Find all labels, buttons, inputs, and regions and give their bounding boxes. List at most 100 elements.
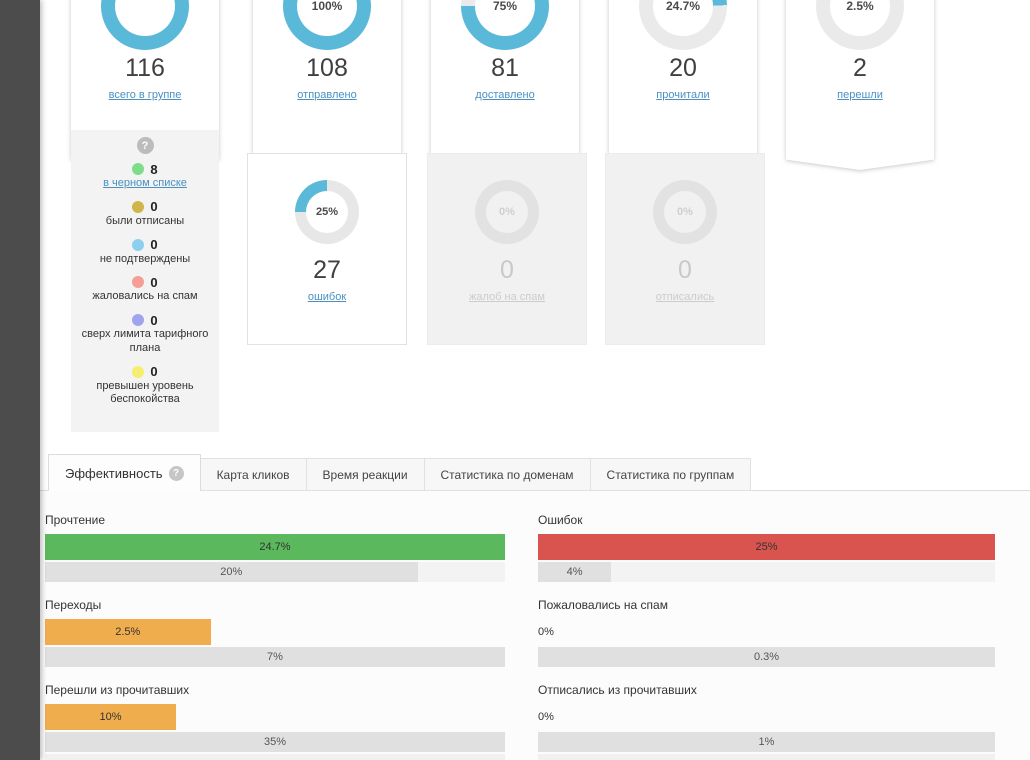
metric-value: 24.7% [259, 541, 291, 553]
stat-card-unsubscribed: 0% 0 отписались [605, 153, 765, 345]
help-icon[interactable]: ? [136, 137, 154, 154]
tab-group-stats[interactable]: Статистика по группам [589, 458, 752, 491]
stat-link[interactable]: перешли [837, 89, 883, 101]
legend-label: сверх лимита тарифного плана [81, 328, 209, 354]
legend-item-blacklist: 8 в черном списке [71, 161, 219, 191]
metric-value: 25% [755, 541, 778, 553]
donut-chart: 0% [653, 180, 717, 244]
metric-read: Прочтение 24.7% 20% [45, 513, 505, 582]
donut-chart: 0% [475, 180, 539, 244]
stat-value: 20 [669, 54, 697, 82]
tab-click-map[interactable]: Карта кликов [199, 458, 307, 491]
metric-avg: 7% [267, 651, 283, 663]
legend-label: были отписаны [105, 214, 185, 227]
stat-value: 81 [491, 54, 519, 82]
main-content: 116 всего в группе 100% 108 отправлено 7… [40, 0, 1030, 760]
legend-item-unsubscribed: 0 были отписаны [71, 199, 219, 229]
legend-label: не подтверждены [99, 252, 191, 265]
legend-count: 0 [150, 274, 158, 290]
donut-chart: 24.7% [639, 0, 727, 50]
metric-value-bar: 0% [538, 619, 995, 645]
stat-value: 116 [125, 54, 165, 82]
metrics-left-column: Прочтение 24.7% 20% Переходы [45, 513, 505, 760]
stat-link[interactable]: ошибок [307, 291, 347, 303]
legend-item-over-limit: 0 сверх лимита тарифного плана [71, 312, 219, 356]
legend-dot [132, 276, 145, 289]
stat-link: отписались [655, 291, 715, 303]
metric-errors: Ошибок 25% 4% [538, 513, 995, 582]
metric-value: 0% [538, 711, 554, 723]
donut-percent: 0% [499, 206, 515, 218]
metric-label: Пожаловались на спам [538, 598, 668, 612]
metric-avg-bar: 1% [538, 732, 995, 752]
metric-avg-bar: 0.3% [538, 647, 995, 667]
stat-card-clicked: 2.5% 2 перешли [786, 0, 934, 170]
stat-value: 0 [678, 256, 692, 284]
metric-value: 2.5% [115, 626, 141, 638]
stat-card: 75% 81 доставлено [431, 0, 579, 170]
stat-link[interactable]: доставлено [475, 89, 535, 101]
donut-percent: 2.5% [846, 0, 874, 13]
metrics-right-column: Ошибок 25% 4% Пожаловались на спам [538, 513, 995, 760]
next-metric-bar-clipped [45, 754, 505, 760]
legend-count: 0 [150, 237, 158, 252]
tab-reaction-time[interactable]: Время реакции [305, 458, 425, 491]
legend-dot [132, 365, 145, 378]
stat-card: 100% 108 отправлено [253, 0, 401, 170]
stat-card-spam: 0% 0 жалоб на спам [427, 153, 587, 345]
donut-hole [664, 191, 706, 233]
metric-value-bar: 0% [538, 704, 995, 730]
stat-link[interactable]: всего в группе [108, 89, 182, 101]
stat-value: 108 [306, 54, 348, 82]
donut-percent: 100% [311, 0, 343, 13]
donut-chart: 25% [295, 180, 359, 244]
metric-value-bar: 25% [538, 534, 995, 560]
donut-percent [101, 0, 189, 50]
metric-avg: 20% [220, 566, 243, 578]
stat-link[interactable]: прочитали [656, 89, 710, 101]
donut-hole [486, 191, 528, 233]
stat-value: 2 [853, 54, 867, 82]
legend-label: превышен уровень беспокойства [96, 379, 194, 406]
donut-percent: 75% [492, 0, 518, 13]
donut-hole [306, 191, 348, 233]
metric-spam-complaints: Пожаловались на спам 0% 0.3% [538, 598, 995, 667]
metric-label: Ошибок [538, 513, 583, 527]
stat-card-sent: 100% 108 отправлено [253, 0, 401, 170]
legend-dot [132, 238, 145, 251]
legend-count: 8 [150, 161, 158, 177]
metric-label: Отписались из прочитавших [538, 683, 697, 697]
help-icon[interactable]: ? [168, 465, 184, 481]
metric-avg: 1% [758, 736, 775, 748]
stat-card-errors: 25% 27 ошибок [247, 153, 407, 345]
donut-chart: 75% [461, 0, 549, 50]
tab-domain-stats[interactable]: Статистика по доменам [423, 458, 591, 491]
metric-value-bar: 10% [45, 704, 505, 730]
legend-dot [132, 314, 145, 326]
stat-card-delivered: 75% 81 доставлено [431, 0, 579, 170]
stat-card-read: 24.7% 20 прочитали [609, 0, 757, 170]
tabs-bar: Эффективность ? Карта кликов Время реакц… [48, 454, 752, 491]
legend-item-spam-complaints: 0 жаловались на спам [71, 274, 219, 304]
effectiveness-panel: Прочтение 24.7% 20% Переходы [40, 490, 1030, 760]
stat-card: 2.5% 2 перешли [786, 0, 934, 170]
legend-count: 0 [150, 364, 158, 379]
legend-label-link[interactable]: в черном списке [103, 177, 187, 189]
stat-link: жалоб на спам [469, 291, 545, 303]
metric-avg: 4% [566, 566, 583, 578]
legend-item-unconfirmed: 0 не подтверждены [71, 237, 219, 267]
stat-value: 27 [313, 256, 341, 284]
donut-chart: 2.5% [816, 0, 904, 50]
metric-value-bar: 24.7% [45, 534, 505, 560]
stat-value: 0 [500, 256, 514, 284]
donut-percent: 0% [677, 206, 693, 218]
metric-clicked-from-read: Перешли из прочитавших 10% 35% [45, 683, 505, 752]
metric-value: 10% [99, 711, 122, 723]
metric-avg-bar: 35% [45, 732, 505, 752]
tab-effectiveness[interactable]: Эффективность ? [48, 454, 201, 491]
legend-dot [132, 163, 145, 175]
metric-avg-bar: 7% [45, 647, 505, 667]
legend-dot [132, 200, 145, 213]
stat-link[interactable]: отправлено [297, 89, 357, 101]
